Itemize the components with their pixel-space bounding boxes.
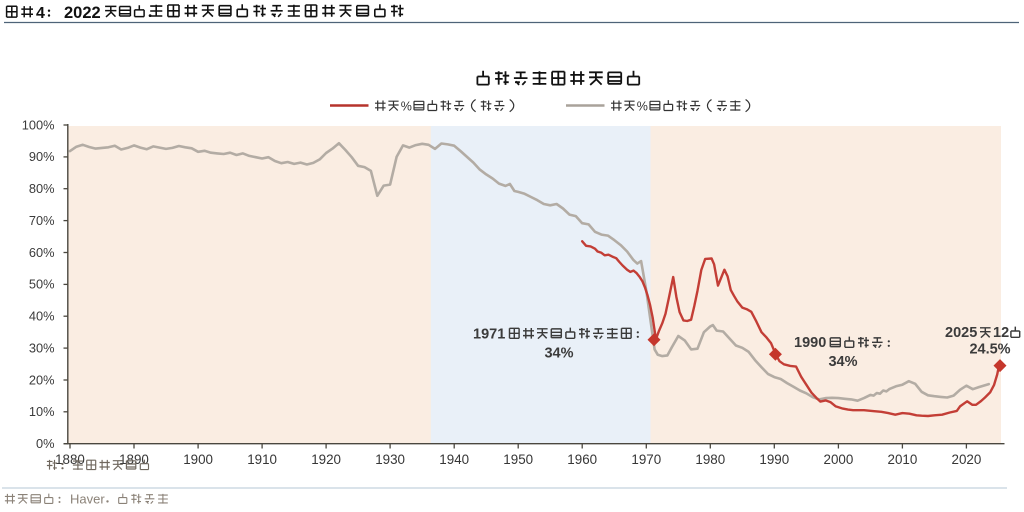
svg-text:70%: 70% [29,213,55,228]
svg-text:1980: 1980 [695,452,725,467]
svg-text:1910: 1910 [247,452,277,467]
svg-text:80%: 80% [29,181,55,196]
svg-text:1971: 1971 [473,327,505,343]
svg-text:1990: 1990 [759,452,789,467]
svg-text:0%: 0% [36,436,55,451]
svg-text:60%: 60% [29,245,55,260]
svg-text:1950: 1950 [503,452,533,467]
svg-text:2010: 2010 [888,452,918,467]
svg-text:34%: 34% [544,345,573,361]
svg-text:34%: 34% [828,354,857,370]
svg-text:1960: 1960 [567,452,597,467]
svg-text:24.5%: 24.5% [969,342,1010,358]
svg-text:40%: 40% [29,309,55,324]
svg-text:50%: 50% [29,277,55,292]
svg-text:2025: 2025 [945,325,977,341]
svg-text:1970: 1970 [631,452,661,467]
svg-text:4: 4 [36,5,45,22]
svg-text:90%: 90% [29,149,55,164]
svg-text:20%: 20% [29,372,55,387]
svg-text:1990: 1990 [794,335,826,351]
svg-text:30%: 30% [29,340,55,355]
svg-text:1940: 1940 [439,452,469,467]
svg-text:%: % [637,100,648,114]
svg-text:2000: 2000 [824,452,854,467]
svg-text:2020: 2020 [952,452,982,467]
svg-text:Haver: Haver [70,492,105,507]
svg-text:1920: 1920 [311,452,341,467]
svg-text:100%: 100% [22,117,55,132]
svg-text:2022: 2022 [64,4,101,22]
svg-text:1900: 1900 [183,452,213,467]
svg-text:10%: 10% [29,404,55,419]
svg-text:1930: 1930 [375,452,405,467]
svg-text:%: % [401,100,412,114]
svg-text:12: 12 [993,325,1009,341]
